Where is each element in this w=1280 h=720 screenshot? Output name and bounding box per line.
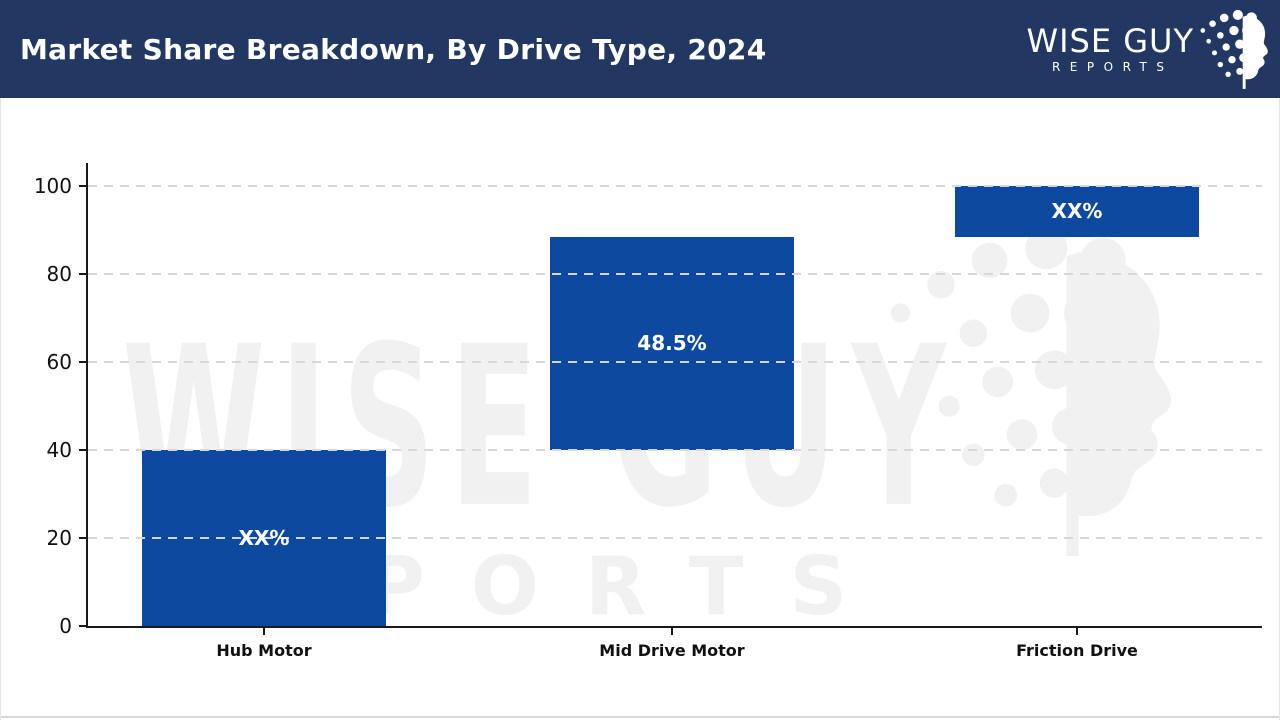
x-tick-mark-friction-drive bbox=[1076, 628, 1078, 635]
y-tick-mark-40 bbox=[79, 449, 87, 451]
header: Market Share Breakdown, By Drive Type, 2… bbox=[0, 0, 1280, 98]
y-tick-label-60: 60 bbox=[46, 350, 72, 374]
brand-logo-text: WISE GUY REPORTS bbox=[1026, 25, 1194, 73]
gridline-40 bbox=[88, 449, 1262, 451]
y-tick-mark-100 bbox=[79, 185, 87, 187]
bar-friction-drive bbox=[955, 186, 1199, 237]
x-axis-label-mid-drive-motor: Mid Drive Motor bbox=[599, 641, 745, 660]
bar-mid-drive-motor bbox=[550, 236, 794, 450]
y-tick-label-20: 20 bbox=[46, 526, 72, 550]
page-title: Market Share Breakdown, By Drive Type, 2… bbox=[20, 32, 767, 66]
gridline-80 bbox=[88, 273, 1262, 275]
bar-value-label-friction-drive: XX% bbox=[1051, 199, 1103, 224]
bottom-rule bbox=[0, 716, 1280, 718]
logo-dotted-head-icon bbox=[1196, 9, 1268, 89]
y-tick-mark-0 bbox=[79, 625, 87, 627]
x-tick-mark-hub-motor bbox=[263, 628, 265, 635]
y-tick-mark-20 bbox=[79, 537, 87, 539]
bar-value-label-hub-motor: XX% bbox=[238, 526, 290, 550]
y-tick-label-100: 100 bbox=[33, 174, 72, 198]
y-tick-label-0: 0 bbox=[59, 614, 72, 638]
y-tick-mark-60 bbox=[79, 361, 87, 363]
x-axis-label-friction-drive: Friction Drive bbox=[1016, 641, 1138, 660]
logo-wordmark: WISE GUY bbox=[1026, 22, 1194, 60]
y-tick-label-40: 40 bbox=[46, 438, 72, 462]
bar-value-label-mid-drive-motor: 48.5% bbox=[637, 331, 707, 356]
gridline-60 bbox=[88, 361, 1262, 363]
x-tick-mark-mid-drive-motor bbox=[671, 628, 673, 635]
logo-subtext: REPORTS bbox=[1051, 60, 1174, 74]
x-axis-line bbox=[86, 626, 1262, 628]
gridline-100 bbox=[88, 185, 1262, 187]
brand-logo: WISE GUY REPORTS bbox=[1026, 9, 1268, 89]
gridline-20 bbox=[88, 537, 1262, 539]
y-tick-mark-80 bbox=[79, 273, 87, 275]
y-axis-line bbox=[86, 163, 88, 628]
y-tick-label-80: 80 bbox=[46, 262, 72, 286]
x-axis-label-hub-motor: Hub Motor bbox=[216, 641, 312, 660]
left-edge-rule bbox=[0, 98, 1, 720]
